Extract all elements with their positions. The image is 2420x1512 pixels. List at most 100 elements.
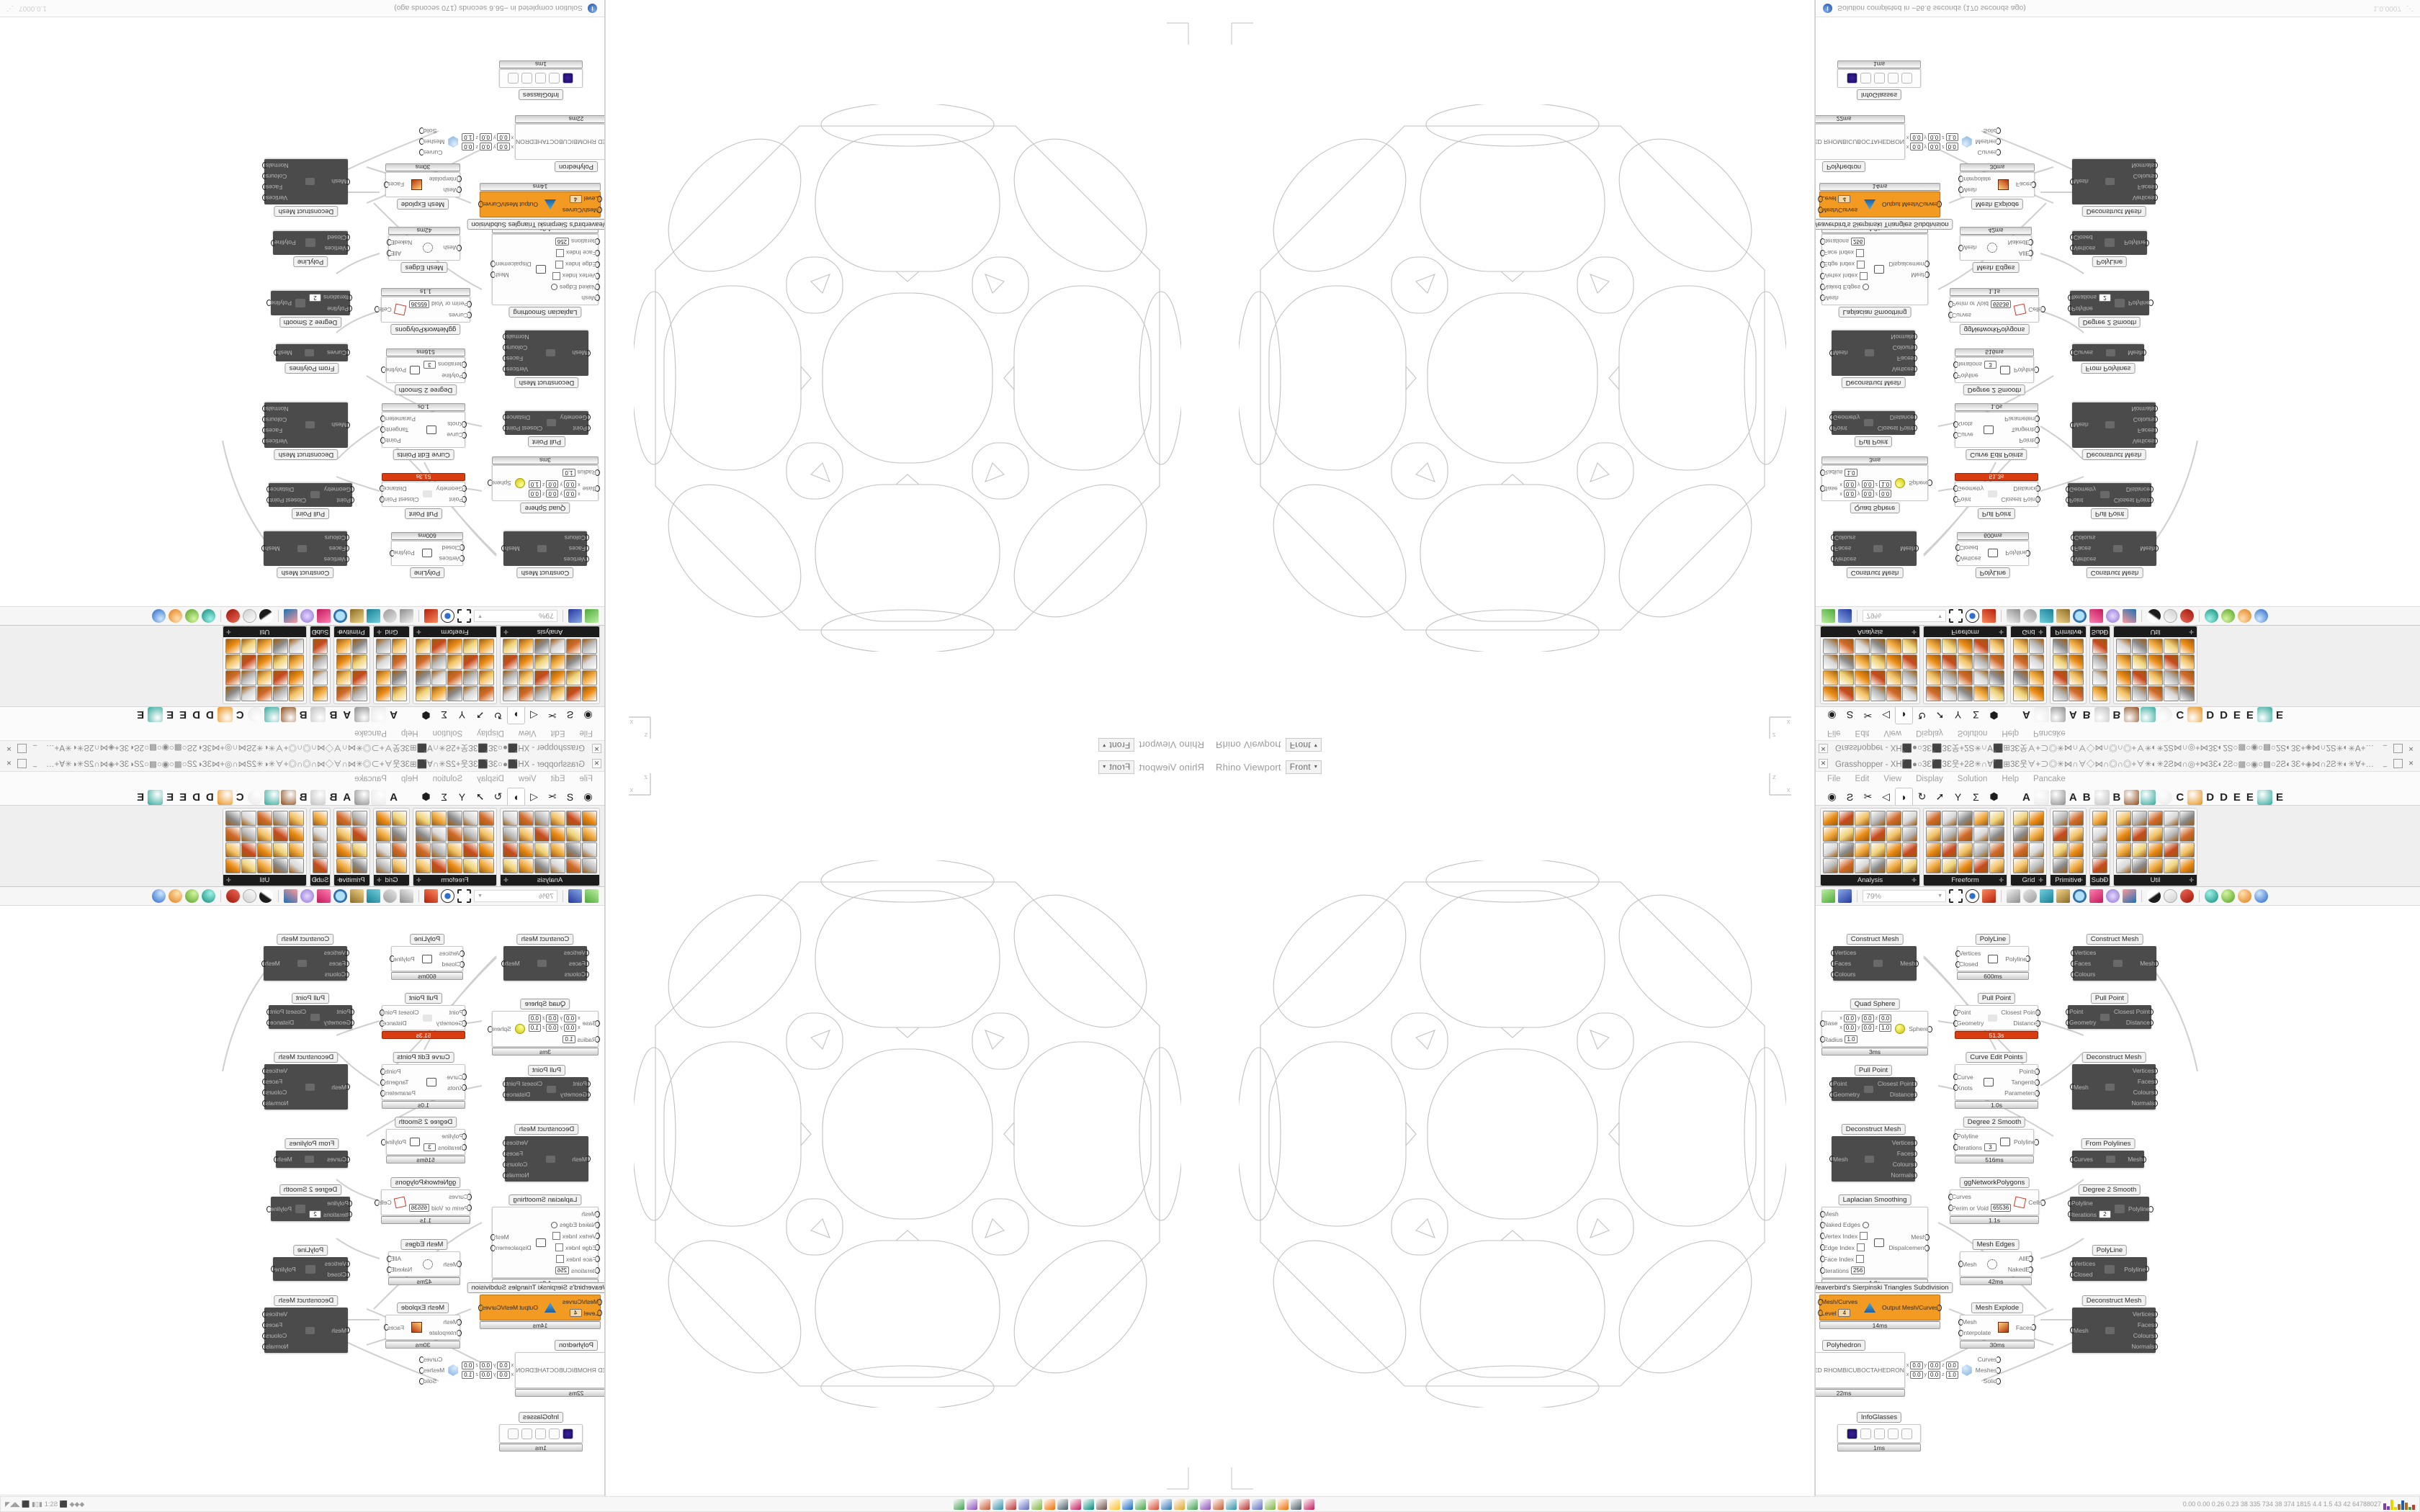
gh-component[interactable]: Mesh Edges Mesh AllE NakedE 42ms bbox=[387, 1237, 462, 1285]
input-knob-icon[interactable] bbox=[1818, 1310, 1823, 1316]
component-body[interactable]: TRUNCATED RHOMBICUBOCTAHEDRONx0.0y0.0z0.… bbox=[419, 1352, 604, 1388]
preview-eye-icon[interactable] bbox=[1966, 609, 1979, 623]
component-icon[interactable] bbox=[550, 827, 565, 842]
canvas-toolbar[interactable]: 79% ▼ bbox=[0, 887, 604, 906]
output-knob-icon[interactable] bbox=[2035, 485, 2041, 492]
component-caption[interactable]: ggNetworkPolygons bbox=[390, 1177, 461, 1188]
component-icon[interactable] bbox=[503, 827, 518, 842]
infoglass-3-icon[interactable] bbox=[535, 1428, 547, 1439]
component-icon[interactable] bbox=[2179, 811, 2195, 826]
gh-component[interactable]: Laplacian Smoothing Mesh Naked Edges Vertex… bbox=[1820, 1192, 1930, 1287]
component-icon[interactable] bbox=[416, 811, 431, 826]
mat-blue-icon[interactable] bbox=[152, 609, 166, 623]
plugin-letter-b-4[interactable]: B bbox=[329, 791, 338, 804]
number-field[interactable]: 0.0 bbox=[546, 1024, 559, 1032]
plugin-letter-c-10[interactable]: C bbox=[2176, 708, 2184, 721]
component-icon[interactable] bbox=[1926, 639, 1941, 654]
output-knob-icon[interactable] bbox=[2040, 306, 2046, 313]
component-icon[interactable] bbox=[313, 639, 328, 654]
gh-component[interactable]: PolyLine Vertices Closed Polyline bbox=[271, 1243, 350, 1281]
number-field[interactable]: 65536 bbox=[408, 1204, 429, 1212]
gh-component[interactable]: Construct Mesh Vertices Faces Colours Mesh bbox=[501, 531, 589, 580]
component-icon[interactable] bbox=[1839, 858, 1854, 873]
zoom-level-select[interactable]: 79% ▼ bbox=[1863, 610, 1946, 622]
component-caption[interactable]: PolyLine bbox=[1975, 934, 2011, 945]
component-icon[interactable] bbox=[2069, 670, 2084, 685]
output-knob-icon[interactable] bbox=[262, 1310, 267, 1318]
component-icon[interactable] bbox=[336, 686, 351, 701]
menubar[interactable]: File Edit View Display Solution Help Pancake bbox=[1816, 772, 2420, 786]
pin-icon[interactable]: ✛ bbox=[2078, 877, 2083, 883]
component-icon[interactable] bbox=[2013, 639, 2028, 654]
shade-red-icon[interactable] bbox=[226, 889, 240, 903]
component-icon[interactable] bbox=[2132, 639, 2147, 654]
taskbar-app-icon[interactable] bbox=[1044, 1498, 1055, 1510]
input-knob-icon[interactable] bbox=[349, 1008, 354, 1015]
bulb-icon[interactable] bbox=[2106, 609, 2120, 623]
component-icon[interactable] bbox=[1958, 842, 1973, 858]
component-icon[interactable] bbox=[2179, 654, 2195, 670]
checkbox-icon[interactable] bbox=[555, 249, 564, 257]
input-knob-icon[interactable] bbox=[462, 1020, 467, 1027]
gh-component[interactable]: Curve Edit Points Curve Knots Points Tangent… bbox=[1953, 1050, 2040, 1109]
plugin-letter-b-6[interactable]: B bbox=[299, 708, 308, 721]
gh-component[interactable]: Quad Sphere Base x 0.0 y 0.0 z 0.0 x 0.0 y 0.0 z 1.0 R… bbox=[488, 996, 600, 1056]
number-field[interactable]: 0.0 bbox=[546, 490, 559, 498]
output-knob-icon[interactable] bbox=[2148, 1205, 2154, 1212]
output-knob-icon[interactable] bbox=[2148, 497, 2154, 504]
component-icon[interactable] bbox=[1958, 654, 1973, 670]
component-icon[interactable] bbox=[479, 858, 494, 873]
titlebar[interactable]: ✕ Grasshopper - XH⬛●○3Ɛ⬛3Ɛ웃+2Ƨ✳∩∀⬛⊞3Ɛ웃∀+… bbox=[0, 756, 604, 772]
gh-component[interactable]: From Polylines Curves Mesh bbox=[274, 1136, 350, 1168]
component-icon[interactable] bbox=[2092, 827, 2107, 842]
input-knob-icon[interactable] bbox=[462, 432, 467, 438]
number-field[interactable]: 0.0 bbox=[1843, 490, 1856, 498]
component-icon[interactable] bbox=[1886, 827, 1901, 842]
system-close-icon[interactable]: ✕ bbox=[592, 744, 601, 753]
output-knob-icon[interactable] bbox=[2031, 181, 2036, 188]
component-body[interactable]: Point Geometry Closest Point Distance bbox=[1829, 411, 1917, 435]
output-knob-icon[interactable] bbox=[488, 1025, 493, 1032]
component-icon[interactable] bbox=[2029, 827, 2044, 842]
display-tab[interactable]: ◉ bbox=[1827, 710, 1837, 721]
menu-item-pancake[interactable]: Pancake bbox=[354, 729, 387, 738]
number-field[interactable]: 0.0 bbox=[497, 1371, 510, 1379]
component-caption[interactable]: Mesh Edges bbox=[400, 1239, 448, 1250]
plugin-icon-1[interactable] bbox=[371, 707, 387, 722]
menubar[interactable]: File Edit View Display Solution Help Pancake bbox=[1816, 726, 2420, 740]
ribbon-tab-grid[interactable]: Grid ✛ bbox=[374, 875, 409, 886]
input-knob-icon[interactable] bbox=[1820, 1267, 1825, 1274]
output-knob-icon[interactable] bbox=[1995, 1367, 2001, 1374]
component-caption[interactable]: Degree 2 Smooth bbox=[279, 1184, 342, 1195]
component-caption[interactable]: Construct Mesh bbox=[277, 567, 334, 578]
component-icon[interactable] bbox=[289, 858, 304, 873]
component-icon[interactable] bbox=[376, 654, 391, 670]
input-knob-icon[interactable] bbox=[345, 179, 350, 185]
gh-component[interactable]: ggNetworkPolygons Curves Perim or Void 6553… bbox=[374, 1175, 472, 1224]
output-knob-icon[interactable] bbox=[1912, 355, 1917, 362]
output-knob-icon[interactable] bbox=[380, 1089, 385, 1097]
component-icon[interactable] bbox=[550, 686, 565, 701]
pin-icon[interactable]: ✛ bbox=[2102, 629, 2107, 635]
input-knob-icon[interactable] bbox=[597, 1298, 602, 1305]
component-icon[interactable] bbox=[447, 842, 462, 858]
component-icon[interactable] bbox=[1886, 686, 1901, 701]
gh-component[interactable]: Weaverbird's Sierpinski Triangles Subdiv… bbox=[467, 183, 604, 232]
component-caption[interactable]: Deconstruct Mesh bbox=[514, 377, 579, 388]
ribbon-tab-primitive[interactable]: Primitive ✛ bbox=[2051, 626, 2086, 637]
component-icon[interactable] bbox=[2148, 654, 2163, 670]
output-knob-icon[interactable] bbox=[1927, 480, 1932, 487]
component-icon[interactable] bbox=[534, 842, 550, 858]
output-knob-icon[interactable] bbox=[262, 1332, 267, 1339]
gh-component[interactable]: Pull Point Point Geometry Closest Point Dist… bbox=[503, 411, 591, 449]
component-icon[interactable] bbox=[273, 811, 288, 826]
ribbon-icons[interactable] bbox=[2012, 638, 2045, 702]
input-knob-icon[interactable] bbox=[595, 261, 600, 268]
component-icon[interactable] bbox=[479, 670, 494, 685]
pin-icon[interactable]: ✛ bbox=[377, 629, 382, 635]
output-knob-icon[interactable] bbox=[2028, 1255, 2033, 1262]
menu-item-view[interactable]: View bbox=[1883, 774, 1902, 783]
taskbar-app-icon[interactable] bbox=[1160, 1498, 1172, 1510]
maximize-button[interactable] bbox=[2393, 759, 2403, 768]
component-icon[interactable] bbox=[2148, 827, 2163, 842]
